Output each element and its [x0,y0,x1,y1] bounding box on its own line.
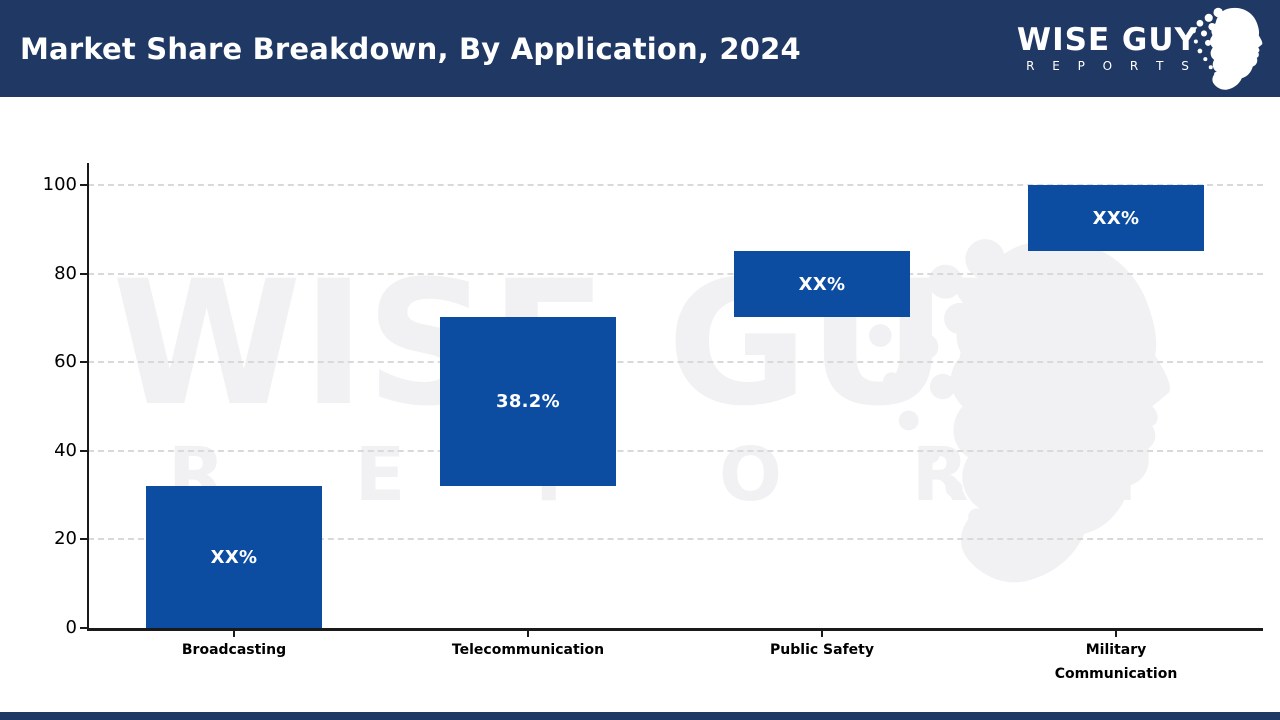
gridline-100 [88,184,1263,186]
bar-military-communication: XX% [1028,185,1204,252]
bar-broadcasting: XX% [146,486,322,628]
brand-head-icon [1190,7,1263,90]
y-tick-label-20: 20 [54,528,77,550]
header-banner: Market Share Breakdown, By Application, … [0,0,1280,97]
y-tick-0 [80,627,87,629]
y-tick-label-60: 60 [54,351,77,373]
y-tick-20 [80,538,87,541]
x-category-label: Telecommunication [451,642,605,658]
y-tick-60 [80,361,87,364]
bar-value-label: 38.2% [496,391,560,413]
y-axis-line [87,163,89,630]
y-tick-40 [80,449,87,452]
footer-bar [0,712,1280,720]
gridline-60 [88,361,1263,364]
y-tick-80 [80,272,87,275]
x-tick-3 [1115,631,1117,637]
bar-telecommunication: 38.2% [440,317,616,487]
gridline-80 [88,272,1263,275]
x-tick-0 [233,631,235,637]
x-category-label: Public Safety [770,642,874,658]
y-tick-label-0: 0 [65,617,77,638]
x-tick-1 [527,631,529,637]
y-tick-label-100: 100 [42,174,77,195]
bar-value-label: XX% [798,273,846,295]
brand-logo: WISE GUY R E P O R T S [1017,0,1270,97]
gridline-20 [88,538,1263,541]
x-tick-2 [821,631,823,637]
gridline-40 [88,449,1263,452]
watermark-head-icon [869,239,1170,583]
brand-logo-text: WISE GUY R E P O R T S [1017,24,1198,73]
brand-name: WISE GUY [1016,22,1198,59]
x-axis-line [87,628,1263,631]
bar-value-label: XX% [210,546,258,568]
x-category-label: Broadcasting [181,642,287,658]
brand-subtitle: R E P O R T S [1026,58,1196,73]
y-tick-label-40: 40 [54,439,77,461]
bar-public-safety: XX% [734,251,910,317]
page-title: Market Share Breakdown, By Application, … [20,31,801,66]
bar-value-label: XX% [1092,207,1140,229]
y-tick-100 [80,184,87,186]
x-category-label: Military Communication [1054,642,1178,682]
y-tick-label-80: 80 [54,262,77,284]
